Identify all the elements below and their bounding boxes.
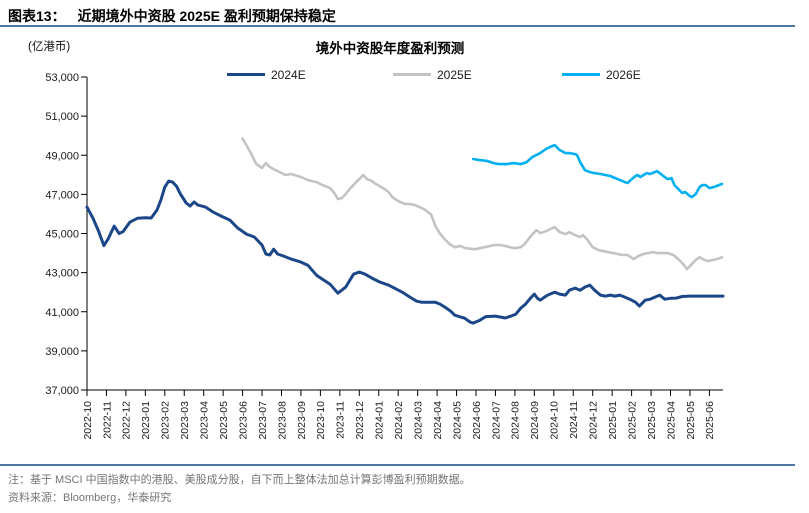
x-tick-label: 2024-09 xyxy=(529,401,541,440)
chart-title: 境外中资股年度盈利预测 xyxy=(315,41,465,56)
y-tick-label: 47,000 xyxy=(45,189,79,201)
x-tick-label: 2024-10 xyxy=(549,401,561,440)
x-tick-label: 2024-03 xyxy=(412,401,424,440)
y-tick-label: 37,000 xyxy=(45,385,79,397)
x-tick-label: 2025-06 xyxy=(704,401,716,440)
source-note: 资料来源：Bloomberg，华泰研究 xyxy=(8,492,172,504)
x-tick-label: 2025-04 xyxy=(665,401,677,440)
y-tick-label: 39,000 xyxy=(45,346,79,358)
x-tick-label: 2024-02 xyxy=(393,401,405,440)
series-line-2025e xyxy=(241,137,724,271)
x-tick-label: 2023-04 xyxy=(199,401,211,440)
x-tick-label: 2023-07 xyxy=(257,401,269,440)
x-tick-label: 2023-05 xyxy=(218,401,230,440)
y-tick-label: 49,000 xyxy=(45,150,79,162)
legend-line-swatch-2025e xyxy=(393,73,431,76)
figure-number-label: 图表13： xyxy=(8,8,66,24)
earnings-forecast-line-chart: 53,000 51,000 49,000 47,000 45,000 43,000 41,0… xyxy=(45,72,725,440)
x-axis-ticks: 2022-10 2022-11 2022-12 2023-01 2023-02 2023-… xyxy=(82,390,716,440)
figure-title: 近期境外中资股 2025E 盈利预期保持稳定 xyxy=(77,8,336,24)
x-tick-label: 2025-05 xyxy=(685,401,697,440)
header-rule xyxy=(0,25,795,27)
x-tick-label: 2025-02 xyxy=(626,401,638,440)
series-line-2026e xyxy=(471,143,724,199)
y-tick-label: 43,000 xyxy=(45,268,79,280)
y-axis-ticks: 53,000 51,000 49,000 47,000 45,000 43,000 41,0… xyxy=(45,72,87,397)
axes xyxy=(86,77,723,391)
y-tick-label: 51,000 xyxy=(45,111,79,123)
legend-item-2026e: 2026E xyxy=(562,67,641,82)
x-tick-label: 2023-03 xyxy=(179,401,191,440)
legend-item-2024e: 2024E xyxy=(227,67,306,82)
x-tick-label: 2024-04 xyxy=(432,401,444,440)
x-tick-label: 2024-05 xyxy=(451,401,463,440)
legend-item-2025e: 2025E xyxy=(393,67,472,82)
footer-rule xyxy=(0,464,795,466)
x-tick-label: 2025-03 xyxy=(646,401,658,440)
x-tick-label: 2024-07 xyxy=(490,401,502,440)
chart-note: 注：基于 MSCI 中国指数中的港股、美股成分股，自下而上整体法加总计算彭博盈利… xyxy=(8,474,471,486)
series-line-2024e xyxy=(85,179,725,325)
legend-label-2024e: 2024E xyxy=(271,67,306,82)
x-tick-label: 2024-12 xyxy=(588,401,600,440)
legend-line-swatch-2024e xyxy=(227,73,265,76)
y-axis-unit-label: (亿港币) xyxy=(28,41,71,53)
x-tick-label: 2023-02 xyxy=(160,401,172,440)
figure-header: 图表13： 近期境外中资股 2025E 盈利预期保持稳定 xyxy=(8,6,336,26)
x-tick-label: 2023-11 xyxy=(335,401,347,439)
x-tick-label: 2023-08 xyxy=(276,401,288,440)
y-tick-label: 53,000 xyxy=(45,72,79,84)
x-tick-label: 2024-06 xyxy=(471,401,483,440)
x-tick-label: 2024-08 xyxy=(510,401,522,440)
x-tick-label: 2022-11 xyxy=(101,401,113,439)
x-tick-label: 2023-06 xyxy=(237,401,249,440)
y-tick-label: 45,000 xyxy=(45,229,79,241)
legend-label-2026e: 2026E xyxy=(606,67,641,82)
x-tick-label: 2022-10 xyxy=(82,401,94,440)
y-tick-label: 41,000 xyxy=(45,307,79,319)
x-tick-label: 2023-12 xyxy=(354,401,366,440)
x-tick-label: 2022-12 xyxy=(121,401,133,440)
x-tick-label: 2023-09 xyxy=(296,401,308,440)
x-tick-label: 2023-10 xyxy=(315,401,327,440)
x-tick-label: 2025-01 xyxy=(607,401,619,440)
legend-label-2025e: 2025E xyxy=(437,67,472,82)
legend-line-swatch-2026e xyxy=(562,73,600,76)
x-tick-label: 2023-01 xyxy=(140,401,152,440)
x-tick-label: 2024-11 xyxy=(568,401,580,439)
x-tick-label: 2024-01 xyxy=(374,401,386,440)
